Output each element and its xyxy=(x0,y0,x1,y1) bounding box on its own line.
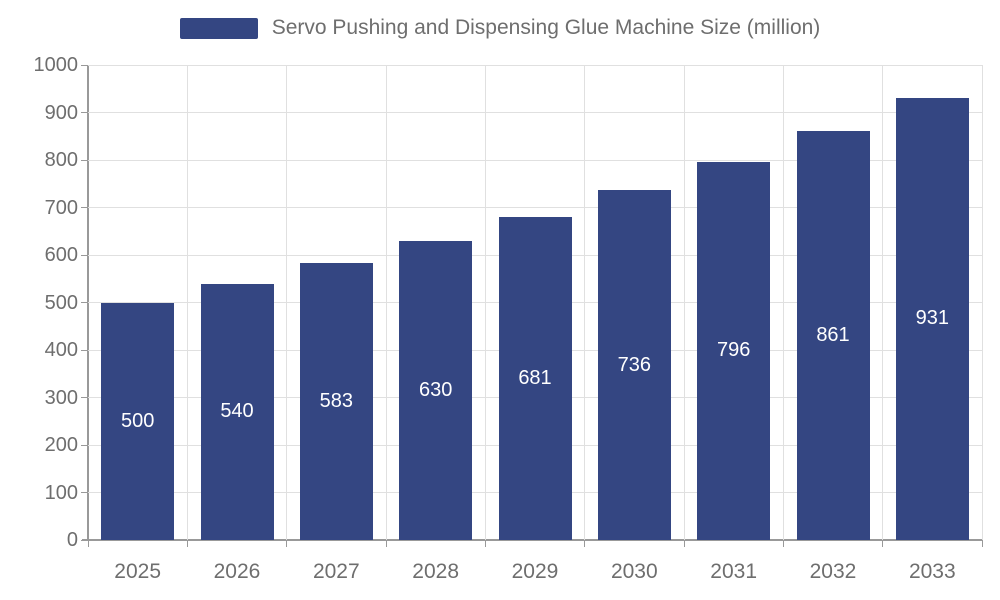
y-axis-tick xyxy=(81,112,88,113)
x-tick-label: 2030 xyxy=(610,560,658,583)
v-gridline xyxy=(286,65,288,540)
x-axis-tick xyxy=(87,540,89,547)
x-axis-tick xyxy=(484,540,486,547)
y-axis-tick xyxy=(81,207,88,208)
y-axis-tick xyxy=(81,349,88,351)
x-tick-label: 2031 xyxy=(710,560,758,583)
bar-value-label: 681 xyxy=(518,366,552,389)
h-gridline xyxy=(88,207,982,208)
x-axis-tick xyxy=(782,540,784,547)
y-axis-tick xyxy=(81,492,88,493)
y-tick-label: 300 xyxy=(44,386,78,409)
v-gridline xyxy=(584,65,586,540)
y-tick-label: 800 xyxy=(44,149,78,171)
v-gridline xyxy=(882,65,884,540)
x-axis-tick xyxy=(683,540,685,547)
bar-value-label: 861 xyxy=(816,324,850,347)
x-axis-tick xyxy=(882,540,884,547)
x-tick-label: 2032 xyxy=(809,560,857,583)
v-gridline xyxy=(186,65,188,540)
x-tick-label: 2029 xyxy=(511,560,559,583)
y-axis-tick xyxy=(81,159,88,161)
x-axis-tick xyxy=(286,540,288,547)
plot-area: 0 100 200 300 400 500 600 700 800 900 1000 2025 2026… xyxy=(34,54,983,583)
y-axis-tick xyxy=(81,539,88,541)
x-tick-label: 2027 xyxy=(312,560,360,583)
bar-2030: 736 xyxy=(597,190,671,540)
bar-2033: 931 xyxy=(895,97,969,540)
legend-label: Servo Pushing and Dispensing Glue Machin… xyxy=(271,16,821,39)
y-tick-label: 0 xyxy=(66,529,78,551)
bar-2028: 630 xyxy=(399,240,473,540)
bar-2032: 861 xyxy=(796,131,870,540)
bar-value-label: 736 xyxy=(617,353,652,376)
bar-2031: 796 xyxy=(697,161,771,540)
bar-value-label: 931 xyxy=(915,307,950,330)
v-gridline xyxy=(385,65,387,540)
y-tick-label: 900 xyxy=(44,101,78,124)
bar-2025: 500 xyxy=(101,302,175,540)
y-tick-label: 700 xyxy=(44,196,78,219)
y-tick-label: 600 xyxy=(44,244,78,266)
x-axis-tick xyxy=(981,540,983,547)
y-axis-tick xyxy=(81,444,88,446)
y-axis-tick xyxy=(81,397,88,398)
v-gridline xyxy=(981,65,983,540)
y-tick-label: 100 xyxy=(44,481,78,504)
bar-value-label: 583 xyxy=(319,390,354,413)
y-tick-label: 400 xyxy=(44,339,78,361)
x-axis-tick xyxy=(186,540,188,547)
y-axis-tick xyxy=(81,64,88,66)
legend-swatch-icon xyxy=(179,17,258,39)
bar-value-label: 540 xyxy=(220,400,254,423)
y-axis-tick xyxy=(81,254,88,256)
bar-2027: 583 xyxy=(299,263,373,540)
y-tick-label: 500 xyxy=(44,291,78,314)
bar-2026: 540 xyxy=(200,283,274,540)
h-gridline xyxy=(88,159,982,161)
x-tick-label: 2025 xyxy=(114,560,162,583)
legend[interactable]: Servo Pushing and Dispensing Glue Machin… xyxy=(0,16,1000,40)
x-tick-label: 2026 xyxy=(213,560,261,583)
v-gridline xyxy=(782,65,784,540)
h-gridline xyxy=(88,112,982,113)
y-tick-label: 1000 xyxy=(33,54,79,76)
bar-value-label: 630 xyxy=(418,378,453,401)
h-gridline xyxy=(88,64,982,66)
bar-2029: 681 xyxy=(498,216,572,540)
x-tick-label: 2028 xyxy=(412,560,460,583)
bar-value-label: 796 xyxy=(716,339,751,362)
y-axis-tick xyxy=(81,302,88,303)
v-gridline xyxy=(683,65,685,540)
x-tick-label: 2033 xyxy=(908,560,956,583)
x-axis-tick xyxy=(385,540,387,547)
v-gridline xyxy=(484,65,486,540)
y-tick-label: 200 xyxy=(44,434,78,456)
x-axis-line xyxy=(82,539,983,541)
bar-value-label: 500 xyxy=(120,409,155,432)
x-axis-tick xyxy=(584,540,586,547)
